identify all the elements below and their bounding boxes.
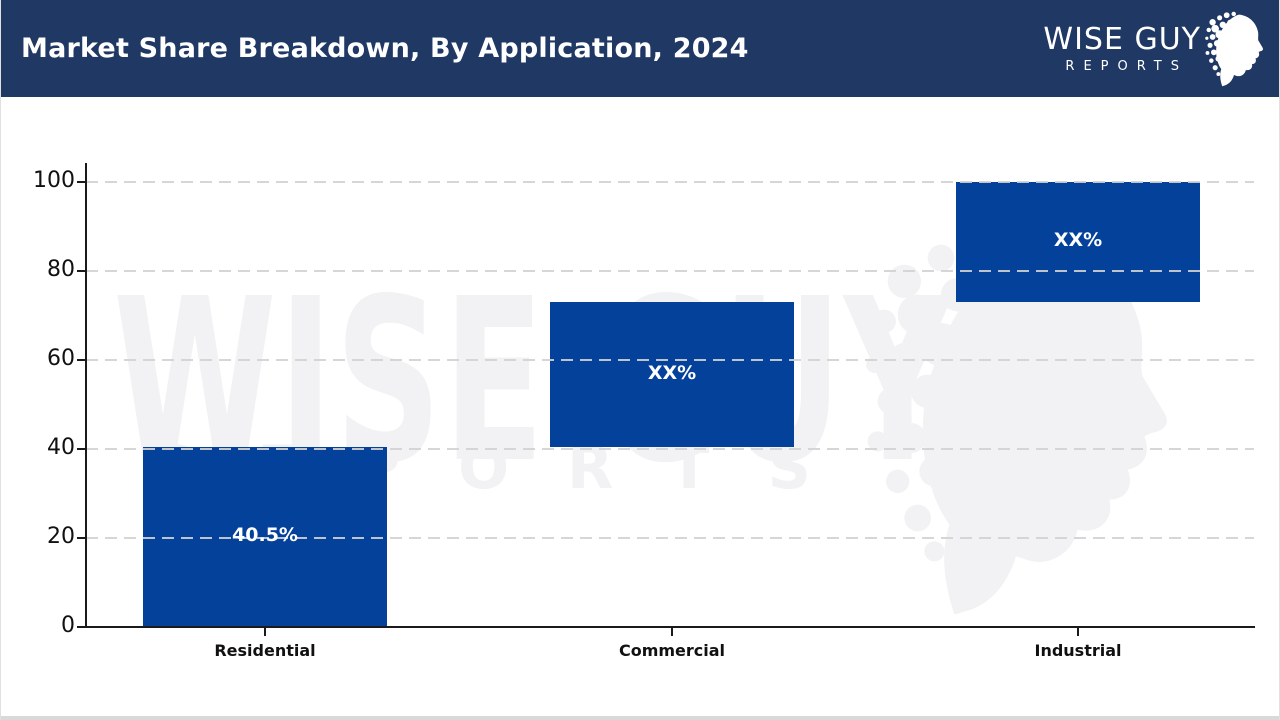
- x-tick-commercial: [671, 627, 673, 636]
- bar-value-label: XX%: [1053, 229, 1103, 251]
- y-tick-label-0: 0: [61, 613, 75, 638]
- bar-value-label: 40.5%: [232, 524, 298, 546]
- y-axis-line: [85, 163, 87, 628]
- gridline-y-20: [86, 537, 1254, 539]
- header-bar: Market Share Breakdown, By Application, …: [1, 0, 1279, 97]
- x-tick-residential: [264, 627, 266, 636]
- y-tick-100: [77, 181, 85, 183]
- bar-commercial: [550, 302, 794, 447]
- x-tick-industrial: [1077, 627, 1079, 636]
- brand-subtitle: REPORTS: [1065, 58, 1189, 74]
- y-tick-40: [77, 448, 85, 450]
- gridline-y-60: [86, 359, 1254, 361]
- y-tick-label-20: 20: [47, 524, 75, 549]
- bottom-strip: [1, 716, 1279, 720]
- gridline-y-40: [86, 448, 1254, 450]
- brand-logo: WISE GUY REPORTS: [1043, 10, 1267, 87]
- y-tick-80: [77, 270, 85, 272]
- bar-value-label: XX%: [647, 361, 697, 384]
- y-tick-20: [77, 537, 85, 539]
- y-tick-0: [77, 626, 85, 628]
- x-axis-line: [85, 626, 1255, 628]
- y-tick-label-40: 40: [47, 435, 75, 460]
- x-category-label-industrial: Industrial: [1034, 641, 1122, 660]
- gridline-y-80: [86, 270, 1254, 272]
- x-category-label-residential: Residential: [214, 641, 316, 660]
- gridline-y-100: [86, 181, 1254, 183]
- brand-name: WISE GUY: [1043, 21, 1201, 57]
- x-category-label-commercial: Commercial: [618, 641, 726, 660]
- y-tick-label-80: 80: [47, 257, 75, 282]
- dotted-head-profile-icon: [1203, 10, 1267, 87]
- y-tick-60: [77, 359, 85, 361]
- chart-title: Market Share Breakdown, By Application, …: [21, 33, 749, 64]
- brand-logo-text: WISE GUY REPORTS: [1043, 21, 1201, 74]
- y-tick-label-100: 100: [33, 168, 75, 193]
- y-tick-label-60: 60: [47, 346, 75, 371]
